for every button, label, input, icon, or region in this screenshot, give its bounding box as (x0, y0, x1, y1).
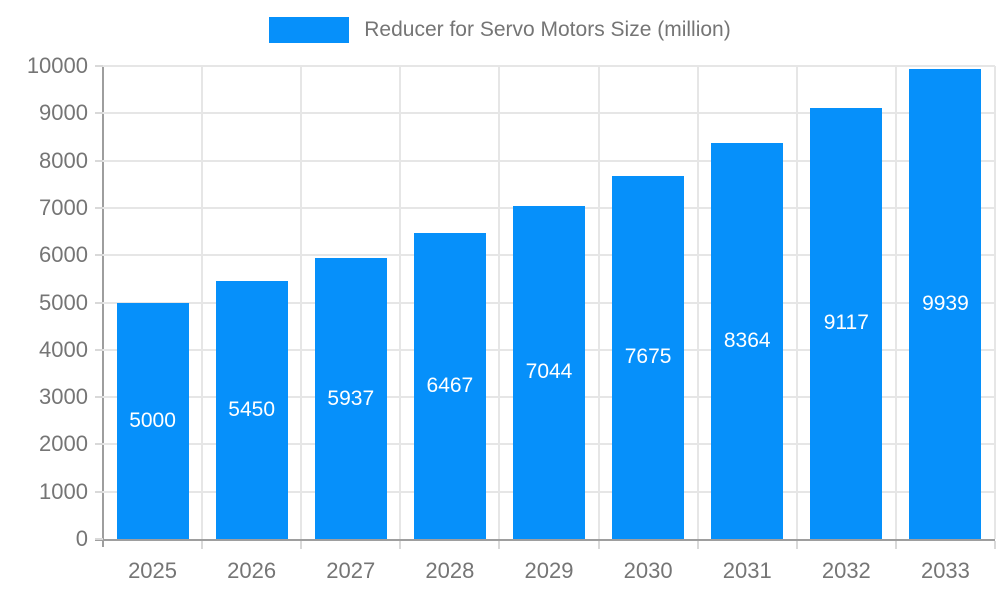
bar-value-label: 5450 (228, 398, 276, 422)
y-axis-tick (95, 206, 103, 209)
x-tick-label: 2033 (920, 558, 970, 583)
x-tick-label: 2029 (524, 558, 574, 583)
y-tick-label: 3000 (39, 384, 88, 410)
y-axis-line (102, 66, 104, 547)
x-tick-label: 2030 (623, 558, 673, 583)
x-gridline (201, 66, 204, 539)
bar: 7675 (612, 175, 685, 539)
bar-value-label: 8364 (723, 329, 771, 353)
x-gridline (894, 66, 897, 539)
legend: Reducer for Servo Motors Size (million) (0, 17, 1000, 43)
y-axis-tick (95, 443, 103, 446)
bar: 6467 (413, 233, 486, 539)
y-axis-tick (95, 301, 103, 304)
legend-label: Reducer for Servo Motors Size (million) (364, 18, 731, 41)
x-gridline (498, 66, 501, 539)
y-tick-label: 1000 (39, 478, 88, 504)
y-axis-tick (95, 396, 103, 399)
y-gridline (103, 159, 995, 162)
x-axis-tick (894, 541, 897, 549)
x-axis-tick (994, 541, 996, 549)
y-axis-tick (95, 159, 103, 162)
y-axis-tick (95, 65, 103, 67)
x-tick-label: 2027 (326, 558, 376, 583)
plot-area: 5000 5450 5937 6467 7044 7675 8364 9117 9939 (103, 65, 996, 539)
x-tick-label: 2028 (425, 558, 475, 583)
y-axis-tick (95, 254, 103, 257)
bar-value-label: 5937 (327, 386, 375, 410)
bar: 5450 (215, 281, 288, 539)
bar-value-label: 7675 (624, 345, 672, 369)
x-axis-tick (597, 541, 600, 549)
bar-value-label: 7044 (525, 360, 573, 384)
bar-value-label: 9939 (922, 291, 969, 315)
y-axis-tick (95, 348, 103, 351)
y-axis-tick (95, 490, 103, 493)
x-gridline (994, 66, 996, 539)
x-gridline (399, 66, 402, 539)
x-gridline (300, 66, 303, 539)
y-tick-label: 8000 (39, 147, 88, 173)
x-gridline (597, 66, 600, 539)
x-tick-label: 2032 (821, 558, 871, 583)
legend-swatch (269, 17, 350, 43)
bar: 5937 (314, 258, 387, 539)
y-tick-label: 0 (75, 526, 88, 551)
x-tick-label: 2031 (722, 558, 772, 583)
x-axis-tick (498, 541, 501, 549)
bar: 8364 (711, 143, 784, 539)
x-tick-label: 2025 (128, 558, 178, 583)
y-tick-label: 2000 (39, 431, 88, 457)
x-gridline (795, 66, 798, 539)
y-tick-label: 10000 (26, 53, 88, 78)
y-tick-label: 6000 (39, 242, 88, 268)
y-gridline (103, 65, 995, 67)
x-gridline (696, 66, 699, 539)
bar: 7044 (513, 205, 585, 539)
bar-value-label: 5000 (129, 408, 176, 432)
x-axis-tick (696, 541, 699, 549)
x-tick-label: 2026 (227, 558, 277, 583)
bar-value-label: 6467 (426, 374, 474, 398)
y-tick-label: 4000 (39, 336, 88, 362)
x-axis-tick (201, 541, 204, 549)
x-axis-tick (795, 541, 798, 549)
y-tick-label: 5000 (39, 289, 88, 315)
x-axis-tick (300, 541, 303, 549)
bar: 5000 (116, 302, 189, 539)
x-axis-tick (399, 541, 402, 549)
bar: 9939 (909, 68, 982, 539)
y-tick-label: 9000 (39, 100, 88, 126)
bar-value-label: 9117 (823, 311, 869, 335)
y-tick-label: 7000 (39, 194, 88, 220)
y-gridline (103, 112, 995, 115)
x-axis-line (95, 539, 995, 541)
y-axis-tick (95, 112, 103, 115)
y-axis-tick (95, 538, 103, 540)
bar: 9117 (810, 107, 883, 539)
